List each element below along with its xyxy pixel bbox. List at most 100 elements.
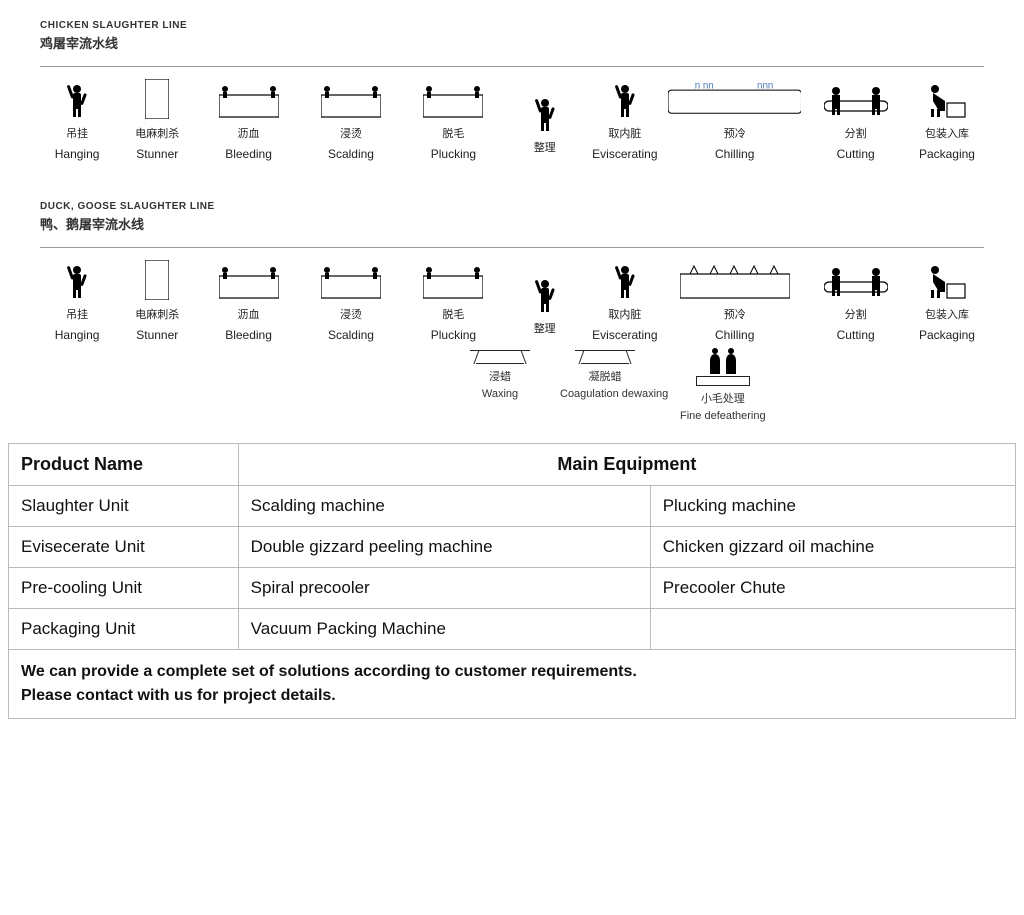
chicken-line-diagram: CHICKEN SLAUGHTER LINE 鸡屠宰流水线 吊挂 Hanging 电… <box>0 0 1024 433</box>
table-cell: Packaging Unit <box>9 609 239 650</box>
process-step: 预冷 Chilling <box>668 73 802 161</box>
trough-icon <box>470 350 530 364</box>
worker-icon <box>588 73 662 119</box>
duck-steps-row: 吊挂Hanging电麻刺杀Stunner沥血Bleeding浸烫Scalding… <box>40 247 984 342</box>
process-step: 脱毛 Plucking <box>405 73 501 161</box>
table-cell: Chicken gizzard oil machine <box>650 527 1015 568</box>
step-label-cn: 取内脏 <box>608 306 641 322</box>
tank-icon <box>303 73 399 119</box>
step-label-cn: 脱毛 <box>442 125 464 141</box>
table-row: Slaughter UnitScalding machinePlucking m… <box>9 486 1016 527</box>
process-step: 取内脏 Eviscerating <box>588 254 662 342</box>
step-label-en: Packaging <box>919 147 975 161</box>
substep-label-en: Coagulation dewaxing <box>560 388 650 401</box>
table-cell: Evisecerate Unit <box>9 527 239 568</box>
step-label-en: Chilling <box>715 328 754 342</box>
step-label-cn: 预冷 <box>724 306 746 322</box>
table-header-row: Product Name Main Equipment <box>9 444 1016 486</box>
step-label-cn: 取内脏 <box>608 125 641 141</box>
step-label-cn: 吊挂 <box>66 306 88 322</box>
packer-icon <box>910 73 984 119</box>
step-label-en: Eviscerating <box>592 147 657 161</box>
step-label-en: Packaging <box>919 328 975 342</box>
table-footer: We can provide a complete set of solutio… <box>9 650 1016 719</box>
workers-icon <box>710 350 736 374</box>
process-step: 吊挂 Hanging <box>40 254 114 342</box>
step-label-en: Hanging <box>55 147 100 161</box>
process-step: 包装入库 Packaging <box>910 73 984 161</box>
worker-icon <box>508 268 582 314</box>
table-row: Evisecerate UnitDouble gizzard peeling m… <box>9 527 1016 568</box>
step-label-en: Eviscerating <box>592 328 657 342</box>
process-step: 整理 <box>508 87 582 161</box>
table-row: Packaging UnitVacuum Packing Machine <box>9 609 1016 650</box>
substep-label-cn: 浸蜡 <box>489 368 511 384</box>
step-label-en: Cutting <box>837 147 875 161</box>
process-step: 浸烫 Scalding <box>303 73 399 161</box>
step-label-en: Stunner <box>136 328 178 342</box>
sub-step: 小毛处理Fine defeathering <box>680 350 766 423</box>
worker-icon <box>588 254 662 300</box>
trough-icon <box>575 350 635 364</box>
process-step: 沥血Bleeding <box>200 73 296 161</box>
chiller-icon <box>668 73 802 119</box>
tank-icon <box>200 254 296 300</box>
step-label-cn: 包装入库 <box>925 125 969 141</box>
substep-label-cn: 小毛处理 <box>701 390 745 406</box>
table-cell: Vacuum Packing Machine <box>238 609 650 650</box>
step-label-cn: 浸烫 <box>340 306 362 322</box>
step-label-cn: 电麻刺杀 <box>135 306 179 322</box>
table-cell: Plucking machine <box>650 486 1015 527</box>
table-cell: Slaughter Unit <box>9 486 239 527</box>
process-step: 分割 Cutting <box>807 254 903 342</box>
step-label-cn: 包装入库 <box>925 306 969 322</box>
tank-icon <box>405 73 501 119</box>
table-cell: Precooler Chute <box>650 568 1015 609</box>
step-label-cn: 浸烫 <box>340 125 362 141</box>
table-icon <box>696 376 750 386</box>
step-label-en: Plucking <box>431 147 476 161</box>
worker-icon <box>40 73 114 119</box>
table-cell: Pre-cooling Unit <box>9 568 239 609</box>
chiller2-icon <box>668 254 802 300</box>
step-label-en: Scalding <box>328 328 374 342</box>
workers2-icon <box>807 73 903 119</box>
duck-title-cn: 鸭、鹅屠宰流水线 <box>40 214 984 233</box>
step-label-en: Stunner <box>136 147 178 161</box>
sub-step: 浸蜡 Waxing <box>470 350 530 423</box>
step-label-cn: 沥血 <box>238 306 260 322</box>
table-cell: Scalding machine <box>238 486 650 527</box>
step-label-cn: 分割 <box>845 125 867 141</box>
substep-label-en: Waxing <box>482 388 518 401</box>
chicken-title-cn: 鸡屠宰流水线 <box>40 33 984 52</box>
process-step: 电麻刺杀 Stunner <box>120 73 194 161</box>
worker-icon <box>508 87 582 133</box>
chicken-title-en: CHICKEN SLAUGHTER LINE <box>40 20 984 31</box>
process-step: 电麻刺杀 Stunner <box>120 254 194 342</box>
worker-icon <box>40 254 114 300</box>
tank-icon <box>405 254 501 300</box>
box-icon <box>120 73 194 119</box>
col-product-name: Product Name <box>9 444 239 486</box>
step-label-en: Hanging <box>55 328 100 342</box>
step-label-en: Plucking <box>431 328 476 342</box>
step-label-cn: 分割 <box>845 306 867 322</box>
step-label-en: Scalding <box>328 147 374 161</box>
step-label-cn: 吊挂 <box>66 125 88 141</box>
step-label-en: Chilling <box>715 147 754 161</box>
step-label-cn: 整理 <box>534 320 556 336</box>
table-footer-row: We can provide a complete set of solutio… <box>9 650 1016 719</box>
step-label-cn: 脱毛 <box>442 306 464 322</box>
step-label-cn: 电麻刺杀 <box>135 125 179 141</box>
equipment-table: Product Name Main Equipment Slaughter Un… <box>8 443 1016 719</box>
step-label-en: Cutting <box>837 328 875 342</box>
table-cell: Spiral precooler <box>238 568 650 609</box>
packer-icon <box>910 254 984 300</box>
duck-title-en: DUCK, GOOSE SLAUGHTER LINE <box>40 201 984 212</box>
workers2-icon <box>807 254 903 300</box>
sub-step: 凝脱蜡Coagulation dewaxing <box>560 350 650 423</box>
tank-icon <box>200 73 296 119</box>
process-step: 预冷 Chilling <box>668 254 802 342</box>
process-step: 浸烫 Scalding <box>303 254 399 342</box>
step-label-cn: 预冷 <box>724 125 746 141</box>
